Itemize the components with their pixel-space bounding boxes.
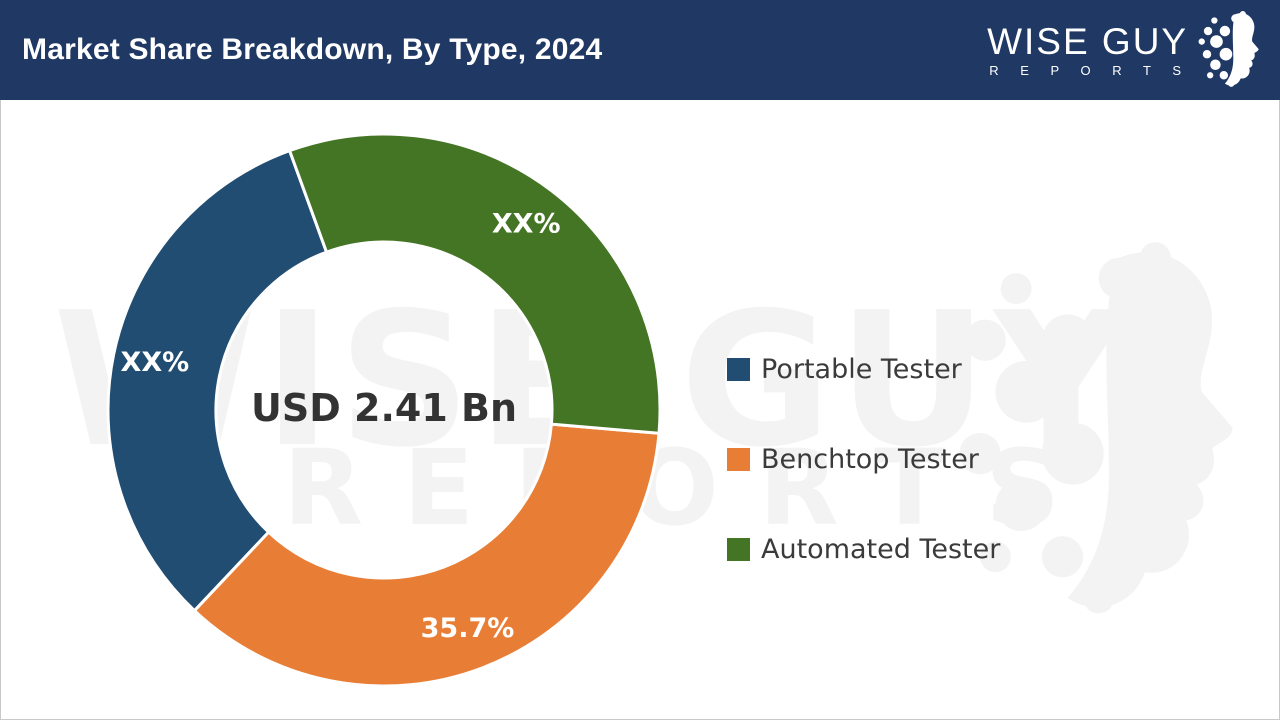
- legend-swatch-automated: [727, 537, 750, 561]
- brand-face-icon: [1198, 11, 1259, 87]
- legend-item-automated-tester: Automated Tester: [727, 532, 1000, 566]
- donut-center-value: USD 2.41 Bn: [251, 386, 517, 430]
- legend-item-portable-tester: Portable Tester: [727, 352, 1000, 386]
- legend-item-benchtop-tester: Benchtop Tester: [727, 442, 1000, 476]
- legend-label: Portable Tester: [761, 353, 962, 385]
- brand-subtitle: R E P O R T S: [989, 62, 1190, 78]
- header-bar: Market Share Breakdown, By Type, 2024 WI…: [0, 0, 1280, 100]
- donut-chart: XX% 35.7% XX%: [106, 132, 662, 688]
- legend-label: Automated Tester: [761, 533, 1001, 565]
- brand-logo: WISE GUY R E P O R T S: [985, 10, 1262, 90]
- segment-percentage-label: XX%: [492, 209, 561, 240]
- donut-segment-portable-tester: [106, 148, 329, 613]
- legend-swatch-benchtop: [727, 447, 750, 471]
- brand-logo-text: WISE GUY R E P O R T S: [985, 23, 1190, 78]
- donut-segment-automated-tester: [287, 132, 662, 435]
- chart-legend: Portable Tester Benchtop Tester Automate…: [727, 352, 1000, 622]
- legend-swatch-portable: [727, 357, 750, 381]
- legend-label: Benchtop Tester: [761, 443, 979, 475]
- page-title: Market Share Breakdown, By Type, 2024: [22, 33, 603, 66]
- donut-segment-benchtop-tester: [192, 422, 661, 688]
- brand-name: WISE GUY: [987, 20, 1189, 62]
- segment-percentage-label: XX%: [121, 347, 190, 378]
- segment-percentage-label: 35.7%: [421, 613, 515, 644]
- chart-canvas: WISE GUY REPORTS XX% 35.7% XX% USD 2.41 Bn…: [0, 100, 1280, 720]
